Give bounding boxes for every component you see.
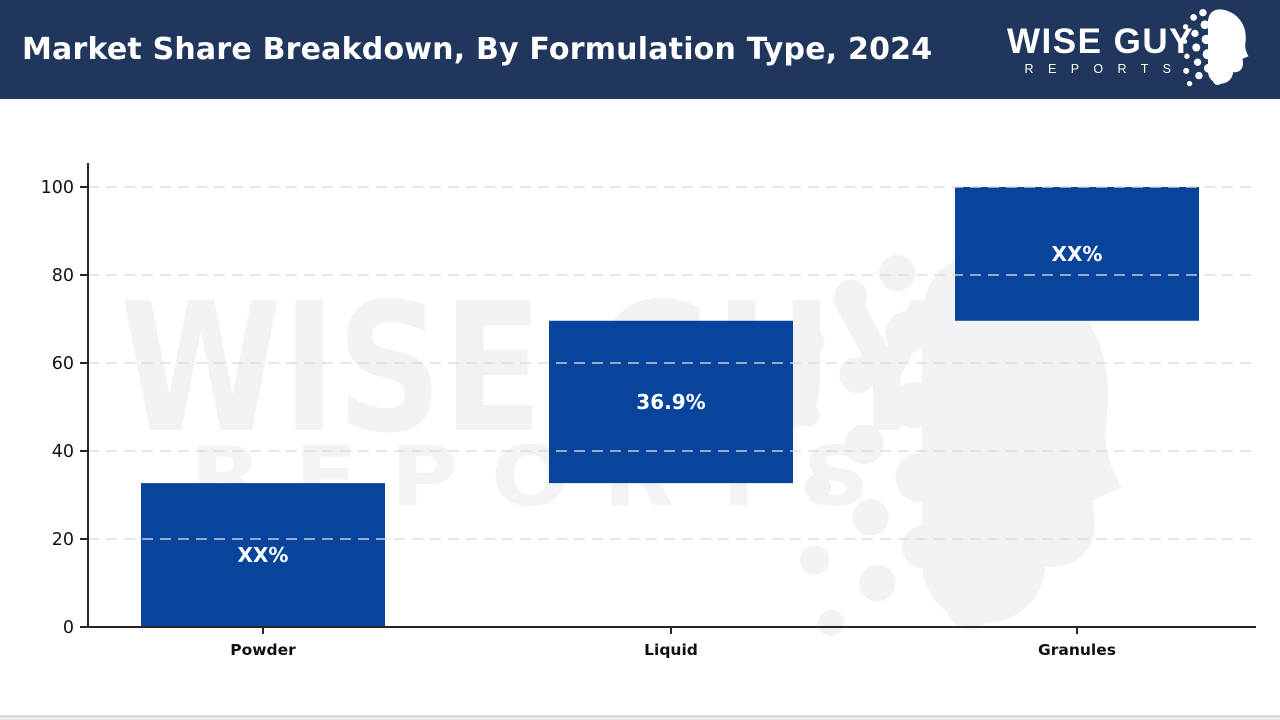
logo-wordmark-block: WISE GUY R E P O R T S (1007, 24, 1194, 76)
x-category-label: Granules (1038, 641, 1116, 659)
logo-wordmark: WISE GUY (1006, 21, 1194, 61)
bottom-divider (0, 715, 1280, 717)
y-tick-label: 80 (52, 266, 74, 286)
y-tick-label: 40 (52, 442, 74, 462)
bar-powder (141, 483, 385, 627)
bar-value-labels: XX% 36.9% XX% (238, 242, 1103, 567)
y-axis-ticks: 0 20 40 60 80 100 (41, 178, 88, 638)
bottom-strip (0, 717, 1280, 720)
bar-value-label: XX% (238, 543, 289, 567)
bar-liquid (549, 320, 793, 484)
x-category-label: Liquid (644, 641, 698, 659)
page-title: Market Share Breakdown, By Formulation T… (22, 32, 933, 67)
bar-granules (955, 187, 1199, 321)
bar-value-label: 36.9% (636, 390, 705, 414)
wiseguy-logo: WISE GUY R E P O R T S (1007, 6, 1252, 93)
bar-value-label: XX% (1052, 242, 1103, 266)
x-category-label: Powder (230, 641, 296, 659)
y-tick-label: 0 (63, 618, 74, 638)
y-tick-label: 60 (52, 354, 74, 374)
x-axis-ticks: Powder Liquid Granules (230, 627, 1116, 659)
y-tick-label: 20 (52, 530, 74, 550)
bars (141, 187, 1199, 627)
market-share-chart: WISE GUY R E P O R T S 020406080100Powde… (0, 163, 1280, 720)
header-bar: Market Share Breakdown, By Formulation T… (0, 0, 1280, 99)
gridlines (88, 186, 1256, 540)
y-tick-label: 100 (41, 178, 74, 198)
watermark-wordmark: WISE GUY (120, 265, 942, 472)
logo-subtext: R E P O R T S (1024, 61, 1177, 76)
